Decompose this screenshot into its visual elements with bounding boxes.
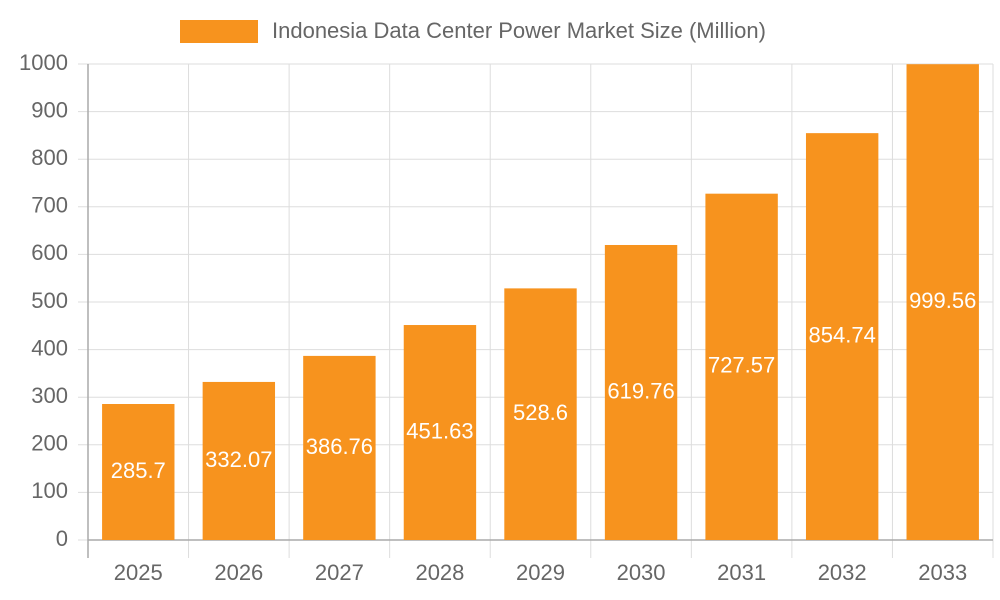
bar [403, 325, 477, 540]
x-tick-label: 2026 [214, 560, 263, 585]
x-tick-label: 2031 [717, 560, 766, 585]
bar [202, 381, 276, 540]
bar [906, 64, 979, 540]
bar [604, 244, 678, 540]
y-tick-label: 100 [31, 478, 68, 503]
y-tick-label: 200 [31, 431, 68, 456]
x-tick-label: 2028 [415, 560, 464, 585]
x-tick-label: 2027 [315, 560, 364, 585]
y-tick-label: 900 [31, 97, 68, 122]
y-tick-label: 800 [31, 145, 68, 170]
value-label: 528.6 [513, 400, 568, 425]
legend-label: Indonesia Data Center Power Market Size … [272, 18, 766, 43]
value-label: 451.63 [406, 418, 473, 443]
value-label: 727.57 [708, 353, 775, 378]
value-label: 285.7 [111, 458, 166, 483]
x-tick-label: 2032 [818, 560, 867, 585]
value-label: 332.07 [205, 447, 272, 472]
bar [805, 133, 879, 541]
x-tick-label: 2025 [114, 560, 163, 585]
x-tick-label: 2029 [516, 560, 565, 585]
bar [303, 355, 376, 540]
bar [705, 193, 778, 540]
y-tick-label: 400 [31, 335, 68, 360]
legend-swatch [180, 20, 258, 43]
value-label: 619.76 [607, 378, 674, 403]
x-tick-label: 2033 [918, 560, 967, 585]
y-tick-label: 300 [31, 383, 68, 408]
x-tick-label: 2030 [617, 560, 666, 585]
y-tick-label: 700 [31, 193, 68, 218]
bar [504, 288, 577, 540]
value-label: 999.56 [909, 288, 976, 313]
value-label: 386.76 [306, 434, 373, 459]
value-label: 854.74 [809, 322, 876, 347]
y-tick-label: 0 [56, 526, 68, 551]
y-tick-label: 500 [31, 288, 68, 313]
bar [102, 404, 175, 540]
y-tick-label: 600 [31, 240, 68, 265]
y-tick-label: 1000 [19, 50, 68, 75]
